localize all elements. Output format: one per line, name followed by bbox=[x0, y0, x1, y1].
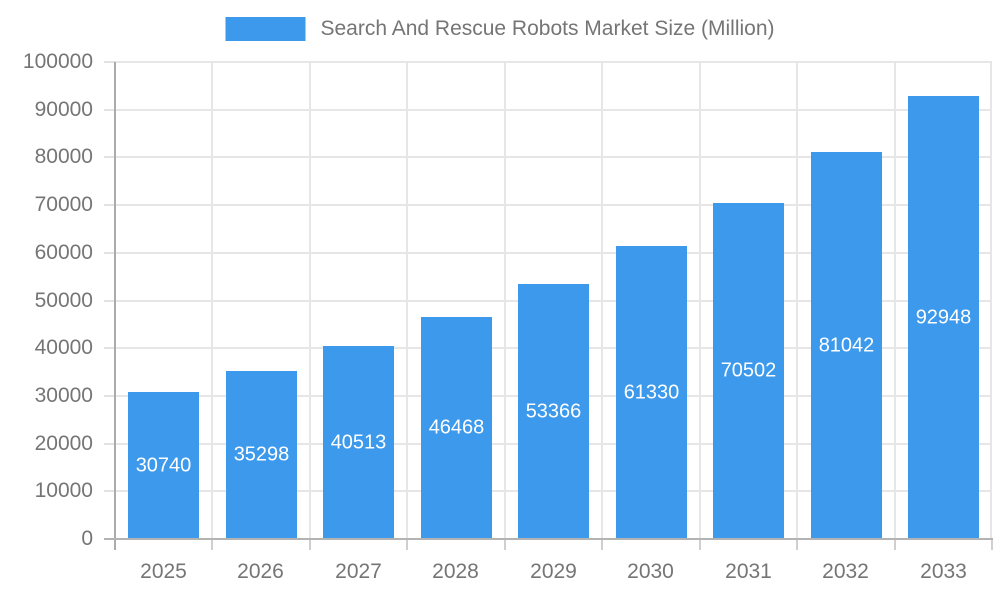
h-gridline bbox=[115, 156, 992, 158]
y-axis-tick bbox=[104, 347, 115, 349]
x-axis-tick bbox=[211, 539, 213, 550]
y-axis-line bbox=[114, 62, 116, 550]
bar: 70502 bbox=[713, 203, 784, 539]
y-axis-tick bbox=[104, 252, 115, 254]
bar-value-label: 92948 bbox=[915, 306, 972, 328]
plot-area: 30740 35298 40513 46468 53366 61330 70502 81042… bbox=[104, 61, 993, 550]
y-tick-label: 70000 bbox=[34, 193, 93, 216]
x-tick-label: 2029 bbox=[530, 560, 577, 583]
bar-value-label: 30740 bbox=[135, 454, 192, 476]
y-tick-label: 40000 bbox=[34, 336, 93, 359]
x-axis-tick bbox=[601, 539, 603, 550]
bar-value-label: 40513 bbox=[330, 431, 387, 453]
bar-value-label: 53366 bbox=[525, 400, 582, 422]
bar-value-label: 70502 bbox=[720, 359, 777, 382]
x-axis-tick bbox=[406, 539, 408, 550]
h-gridline bbox=[115, 252, 992, 254]
y-tick-label: 20000 bbox=[34, 432, 93, 455]
bar-value-label: 35298 bbox=[233, 443, 290, 466]
y-axis-tick bbox=[104, 109, 115, 111]
x-tick-label: 2025 bbox=[140, 560, 187, 583]
v-gridline bbox=[211, 62, 213, 539]
v-gridline bbox=[406, 62, 408, 539]
v-gridline bbox=[504, 62, 506, 539]
y-axis-tick bbox=[104, 204, 115, 206]
x-tick-label: 2031 bbox=[725, 560, 772, 583]
v-gridline bbox=[990, 62, 992, 539]
x-axis-tick bbox=[991, 539, 993, 550]
x-axis-tick bbox=[309, 539, 311, 550]
bar: 46468 bbox=[421, 317, 492, 539]
bar: 30740 bbox=[128, 392, 199, 539]
x-axis-tick bbox=[504, 539, 506, 550]
x-tick-label: 2032 bbox=[822, 560, 869, 583]
y-axis-tick bbox=[104, 300, 115, 302]
bar: 40513 bbox=[323, 346, 394, 539]
y-axis-tick bbox=[104, 61, 115, 63]
x-axis-line bbox=[104, 538, 993, 540]
bar-value-label: 46468 bbox=[428, 416, 485, 439]
v-gridline bbox=[601, 62, 603, 539]
h-gridline bbox=[115, 109, 992, 111]
v-gridline bbox=[894, 62, 896, 539]
x-tick-label: 2027 bbox=[335, 560, 382, 583]
bar: 81042 bbox=[811, 152, 882, 539]
y-axis-tick bbox=[104, 395, 115, 397]
chart-legend: Search And Rescue Robots Market Size (Mi… bbox=[225, 17, 775, 41]
y-tick-label: 50000 bbox=[34, 289, 93, 312]
legend-swatch-icon bbox=[225, 17, 306, 41]
y-tick-label: 60000 bbox=[34, 241, 93, 264]
v-gridline bbox=[309, 62, 311, 539]
x-tick-label: 2033 bbox=[920, 560, 967, 583]
bar: 53366 bbox=[518, 284, 589, 539]
x-tick-label: 2026 bbox=[237, 560, 284, 583]
y-tick-label: 0 bbox=[81, 527, 93, 550]
x-axis-tick bbox=[699, 539, 701, 550]
y-tick-label: 10000 bbox=[34, 479, 93, 502]
y-axis-tick bbox=[104, 156, 115, 158]
y-axis-tick bbox=[104, 490, 115, 492]
y-tick-label: 80000 bbox=[34, 145, 93, 168]
h-gridline bbox=[115, 61, 992, 63]
bar-value-label: 81042 bbox=[818, 334, 875, 356]
legend-label: Search And Rescue Robots Market Size (Mi… bbox=[320, 17, 775, 40]
x-axis-tick bbox=[796, 539, 798, 550]
x-tick-label: 2028 bbox=[432, 560, 479, 583]
x-axis-tick bbox=[894, 539, 896, 550]
y-axis-tick bbox=[104, 443, 115, 445]
x-tick-label: 2030 bbox=[627, 560, 674, 583]
bar: 92948 bbox=[908, 96, 979, 539]
y-tick-label: 90000 bbox=[34, 98, 93, 121]
bar-value-label: 61330 bbox=[623, 381, 680, 403]
y-tick-label: 30000 bbox=[34, 384, 93, 407]
bar: 61330 bbox=[616, 246, 687, 539]
v-gridline bbox=[796, 62, 798, 539]
h-gridline bbox=[115, 204, 992, 206]
bar: 35298 bbox=[226, 371, 297, 539]
y-tick-label: 100000 bbox=[22, 50, 93, 73]
v-gridline bbox=[699, 62, 701, 539]
